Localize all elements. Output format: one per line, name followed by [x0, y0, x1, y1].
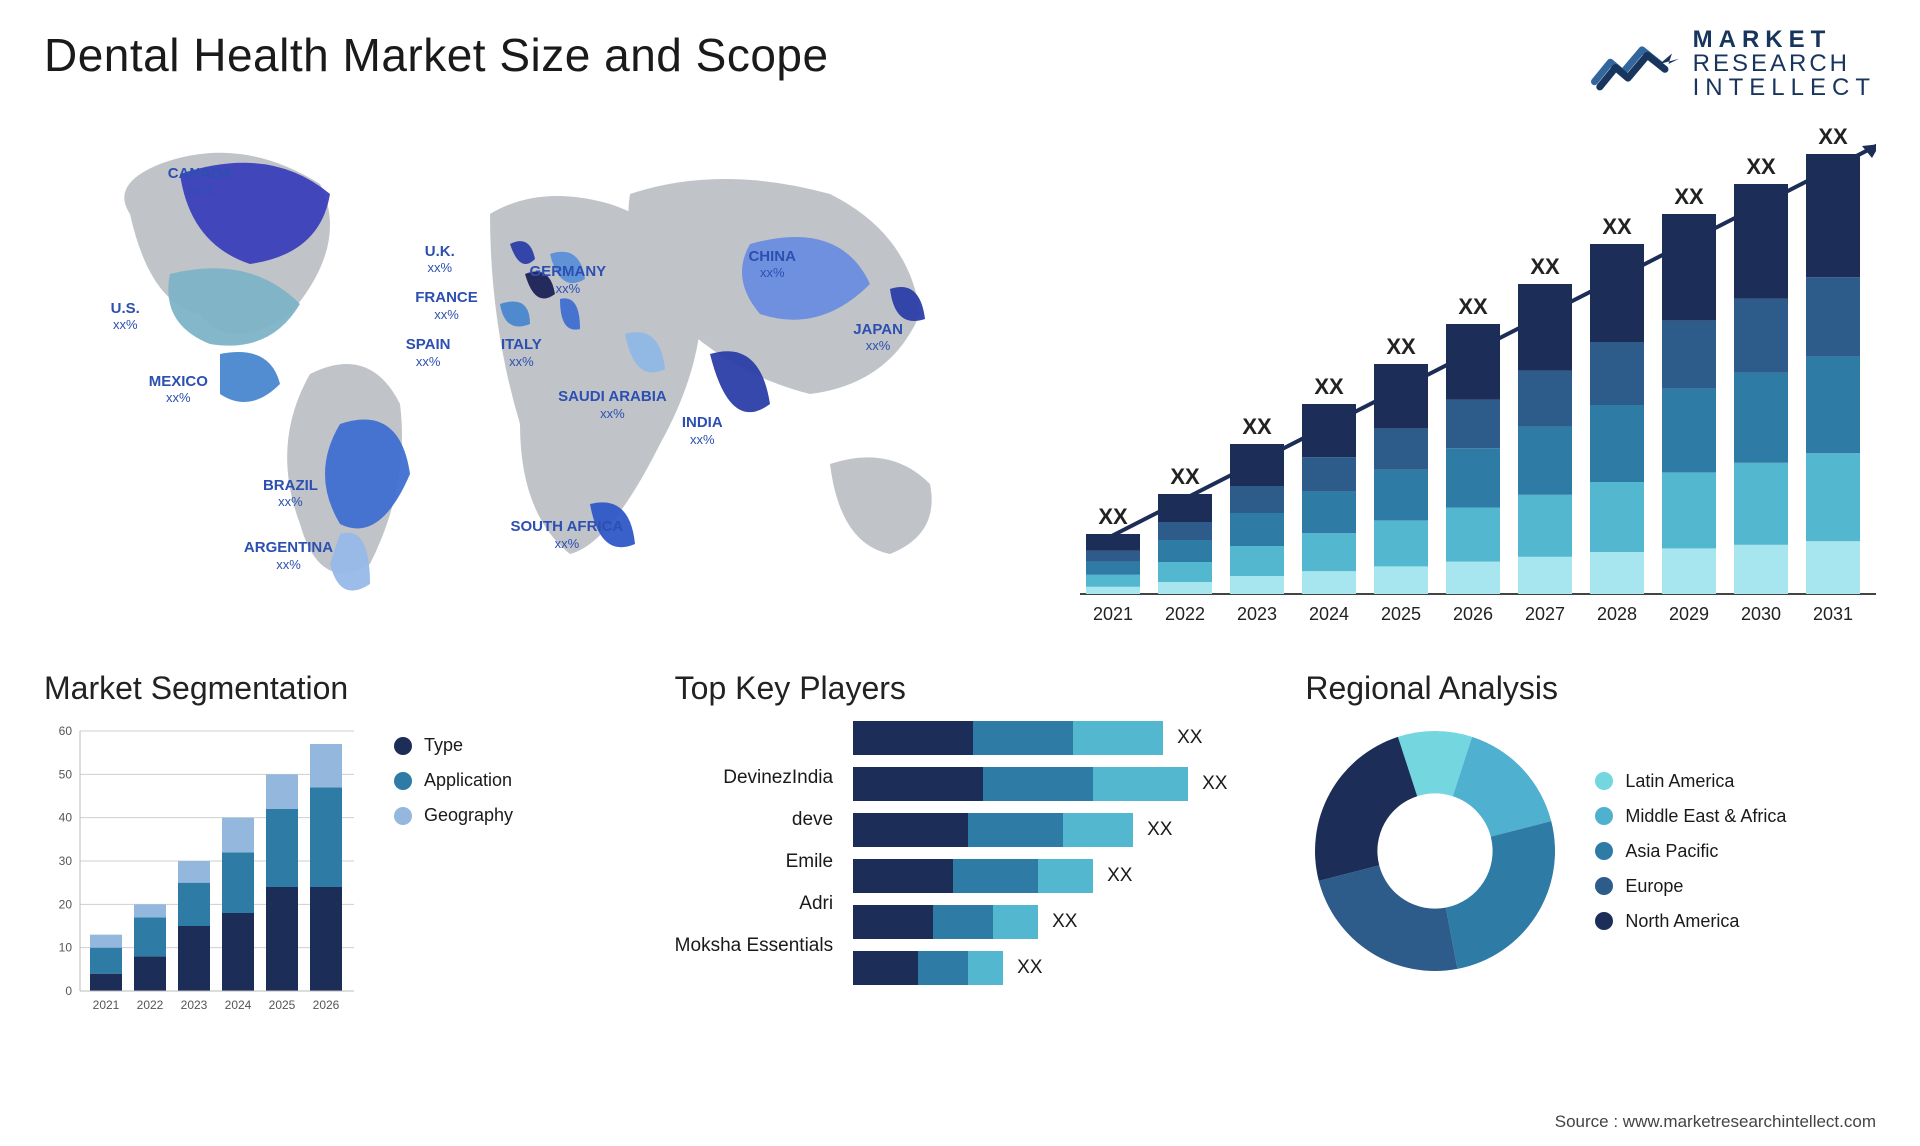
- svg-text:2024: 2024: [1309, 604, 1349, 624]
- map-label-argentina: ARGENTINAxx%: [244, 540, 333, 573]
- svg-text:XX: XX: [1746, 154, 1776, 179]
- map-label-saudi-arabia: SAUDI ARABIAxx%: [558, 389, 667, 422]
- map-label-canada: CANADAxx%: [168, 166, 233, 199]
- player-row: XX: [853, 813, 1245, 847]
- svg-text:2021: 2021: [1093, 604, 1133, 624]
- logo-line3: INTELLECT: [1693, 76, 1876, 100]
- player-value: XX: [1202, 773, 1227, 795]
- legend-item: Middle East & Africa: [1595, 806, 1786, 827]
- legend-item: Geography: [394, 805, 513, 826]
- player-label: deve: [675, 809, 833, 831]
- svg-text:2023: 2023: [181, 998, 208, 1012]
- player-label: DevinezIndia: [675, 767, 833, 789]
- header: Dental Health Market Size and Scope MARK…: [44, 28, 1876, 100]
- regional-donut: [1305, 721, 1565, 981]
- map-label-spain: SPAINxx%: [406, 337, 451, 370]
- map-label-japan: JAPANxx%: [853, 322, 903, 355]
- forecast-chart: XX 2021 XX 2022 XX 2023 XX 2024 XX 2025 XX 2026 XX 20…: [1056, 124, 1876, 644]
- map-label-china: CHINAxx%: [748, 249, 796, 282]
- source-label: Source : www.marketresearchintellect.com: [1555, 1112, 1876, 1132]
- svg-text:30: 30: [59, 854, 73, 868]
- segmentation-title: Market Segmentation: [44, 670, 615, 707]
- svg-text:60: 60: [59, 724, 73, 738]
- svg-text:2022: 2022: [1165, 604, 1205, 624]
- page-title: Dental Health Market Size and Scope: [44, 28, 829, 82]
- player-value: XX: [1177, 727, 1202, 749]
- svg-text:2026: 2026: [313, 998, 340, 1012]
- svg-text:2022: 2022: [137, 998, 164, 1012]
- player-value: XX: [1147, 819, 1172, 841]
- map-label-germany: GERMANYxx%: [530, 264, 607, 297]
- player-value: XX: [1052, 911, 1077, 933]
- svg-text:XX: XX: [1242, 414, 1272, 439]
- map-label-mexico: MEXICOxx%: [149, 374, 208, 407]
- logo-line1: MARKET: [1693, 28, 1876, 52]
- svg-text:XX: XX: [1458, 294, 1488, 319]
- svg-text:2026: 2026: [1453, 604, 1493, 624]
- players-panel: Top Key Players DevinezIndia deve Emile Adr…: [675, 670, 1246, 1021]
- svg-text:2030: 2030: [1741, 604, 1781, 624]
- svg-text:XX: XX: [1674, 184, 1704, 209]
- player-row: XX: [853, 859, 1245, 893]
- player-label: Moksha Essentials: [675, 935, 833, 957]
- world-map: CANADAxx% U.S.xx% MEXICOxx% BRAZILxx% ARGENT…: [44, 124, 996, 644]
- player-labels: DevinezIndia deve Emile Adri Moksha Essentia…: [675, 721, 833, 957]
- legend-item: Type: [394, 735, 513, 756]
- svg-text:40: 40: [59, 811, 73, 825]
- svg-text:2025: 2025: [269, 998, 296, 1012]
- legend-item: Application: [394, 770, 513, 791]
- logo-line2: RESEARCH: [1693, 52, 1876, 76]
- svg-text:XX: XX: [1530, 254, 1560, 279]
- player-value: XX: [1107, 865, 1132, 887]
- svg-text:50: 50: [59, 767, 73, 781]
- segmentation-chart: 0 10 20 30 40 50 60 2021 2022 2023 2024 2025 2026: [44, 721, 364, 1021]
- map-label-u-s-: U.S.xx%: [111, 301, 140, 334]
- players-title: Top Key Players: [675, 670, 1246, 707]
- brand-logo: MARKET RESEARCH INTELLECT: [1591, 28, 1876, 100]
- legend-item: Latin America: [1595, 771, 1786, 792]
- legend-item: North America: [1595, 911, 1786, 932]
- svg-text:2029: 2029: [1669, 604, 1709, 624]
- svg-text:XX: XX: [1098, 504, 1128, 529]
- svg-text:2025: 2025: [1381, 604, 1421, 624]
- regional-title: Regional Analysis: [1305, 670, 1876, 707]
- map-label-france: FRANCExx%: [415, 290, 478, 323]
- segmentation-legend: Type Application Geography: [394, 721, 513, 840]
- player-row: XX: [853, 767, 1245, 801]
- map-label-italy: ITALYxx%: [501, 337, 542, 370]
- svg-text:XX: XX: [1314, 374, 1344, 399]
- svg-text:20: 20: [59, 897, 73, 911]
- map-label-india: INDIAxx%: [682, 415, 723, 448]
- svg-text:XX: XX: [1602, 214, 1632, 239]
- svg-text:2028: 2028: [1597, 604, 1637, 624]
- player-label: Emile: [675, 851, 833, 873]
- svg-text:2031: 2031: [1813, 604, 1853, 624]
- svg-text:2027: 2027: [1525, 604, 1565, 624]
- map-label-brazil: BRAZILxx%: [263, 478, 318, 511]
- svg-text:2023: 2023: [1237, 604, 1277, 624]
- player-label: Adri: [675, 893, 833, 915]
- svg-text:2021: 2021: [93, 998, 120, 1012]
- regional-panel: Regional Analysis Latin America Middle Ea…: [1305, 670, 1876, 1021]
- player-row: XX: [853, 905, 1245, 939]
- map-label-south-africa: SOUTH AFRICAxx%: [510, 519, 623, 552]
- svg-text:0: 0: [65, 984, 72, 998]
- regional-legend: Latin America Middle East & Africa Asia Pa…: [1595, 757, 1786, 946]
- segmentation-panel: Market Segmentation 0 10 20 30 40 50 60 2021 202…: [44, 670, 615, 1021]
- logo-icon: [1591, 35, 1679, 93]
- player-value: XX: [1017, 957, 1042, 979]
- legend-item: Asia Pacific: [1595, 841, 1786, 862]
- map-label-u-k-: U.K.xx%: [425, 244, 455, 277]
- player-bars: XX XX XX XX XX XX: [853, 721, 1245, 997]
- svg-text:XX: XX: [1818, 124, 1848, 149]
- legend-item: Europe: [1595, 876, 1786, 897]
- svg-text:10: 10: [59, 941, 73, 955]
- svg-text:XX: XX: [1386, 334, 1416, 359]
- svg-text:XX: XX: [1170, 464, 1200, 489]
- svg-text:2024: 2024: [225, 998, 252, 1012]
- player-row: XX: [853, 951, 1245, 985]
- player-row: XX: [853, 721, 1245, 755]
